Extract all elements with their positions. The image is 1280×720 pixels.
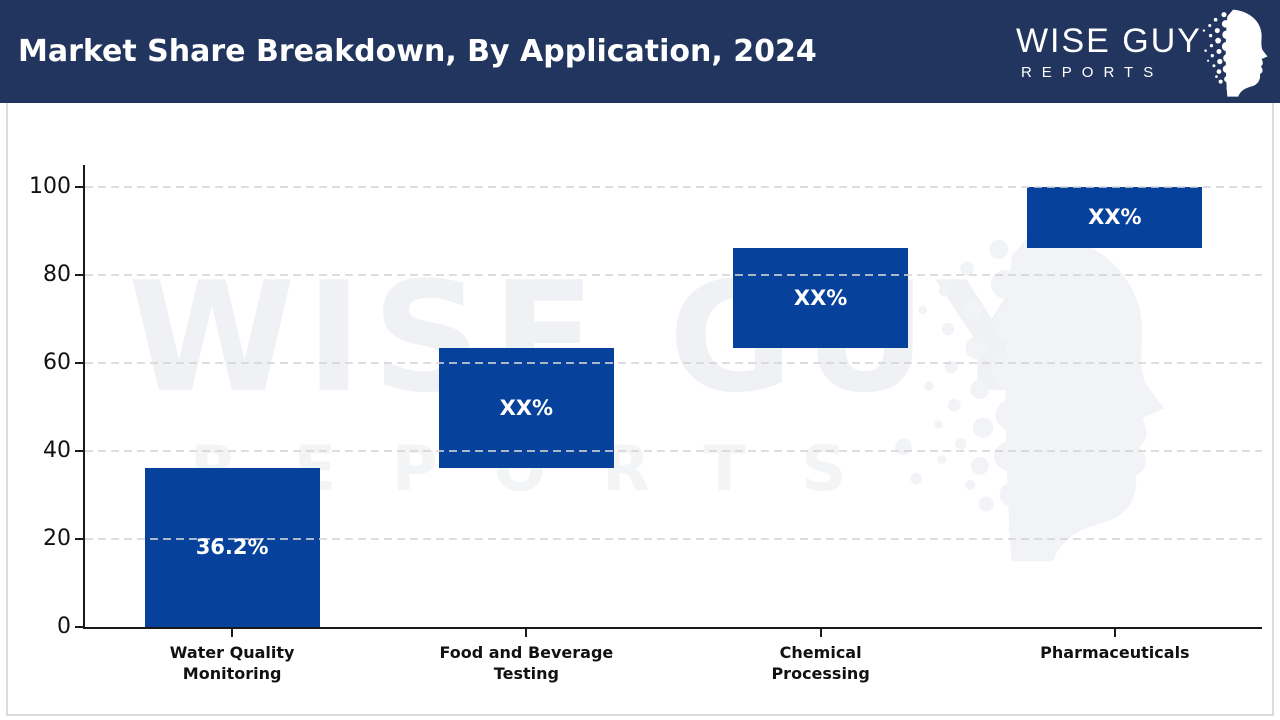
- bar-value-label: XX%: [499, 395, 554, 420]
- page-title: Market Share Breakdown, By Application, …: [18, 34, 817, 69]
- bar-segment: [438, 347, 614, 468]
- y-tick-20: [75, 538, 83, 540]
- y-tick-label-20: 20: [43, 526, 71, 551]
- x-category-label-line: Food and Beverage: [439, 643, 614, 662]
- y-tick-60: [75, 362, 83, 364]
- x-category-label-line: Pharmaceuticals: [1040, 643, 1190, 662]
- logo-wordmark: WISE GUY: [1015, 22, 1202, 60]
- bar-value-label: XX%: [793, 285, 848, 310]
- x-category-label: Food and Beverage Testing: [386, 642, 666, 684]
- x-category-label: Chemical Processing: [681, 642, 961, 684]
- bar-value-label: 36.2%: [195, 535, 269, 560]
- logo-face-icon: [1202, 9, 1268, 97]
- gridline-100: [85, 186, 1262, 188]
- y-tick-label-0: 0: [57, 614, 71, 639]
- y-tick-label-60: 60: [43, 350, 71, 375]
- x-category-label: Pharmaceuticals: [975, 642, 1255, 663]
- x-tick: [525, 629, 528, 637]
- bar-segment: [144, 467, 320, 627]
- x-category-label-line: Water Quality: [169, 643, 295, 662]
- plot-area: 0 20 40 60 80 100 36.2% Water Quality Monitoring…: [29, 165, 1262, 683]
- y-tick-label-100: 100: [29, 174, 71, 199]
- bar-value-label: XX%: [1088, 205, 1142, 230]
- bar-segment: [733, 247, 909, 348]
- x-axis-line: [83, 627, 1262, 629]
- y-tick-100: [75, 186, 83, 188]
- bar-segment: [1027, 187, 1203, 248]
- x-category-label-line: Processing: [771, 664, 870, 683]
- x-tick: [1113, 629, 1116, 637]
- y-tick-label-80: 80: [43, 262, 71, 287]
- y-tick-80: [75, 274, 83, 276]
- gridline-60: [85, 362, 1262, 364]
- logo-subtext: REPORTS: [1020, 64, 1164, 81]
- y-tick-label-40: 40: [43, 438, 71, 463]
- y-tick-40: [75, 450, 83, 452]
- brand-logo: WISE GUY REPORTS: [1012, 6, 1272, 100]
- gridline-40: [85, 450, 1262, 452]
- gridline-80: [85, 274, 1262, 276]
- logo-wordmark-block: WISE GUY REPORTS: [1016, 22, 1202, 81]
- x-category-label-line: Chemical: [779, 643, 862, 662]
- gridline-20: [85, 538, 1262, 540]
- x-tick: [819, 629, 822, 637]
- y-tick-0: [75, 626, 83, 628]
- x-category-label: Water Quality Monitoring: [92, 642, 372, 684]
- watermark-face-icon: [895, 230, 1165, 562]
- header: Market Share Breakdown, By Application, …: [0, 0, 1280, 103]
- y-axis-line: [83, 165, 85, 629]
- x-category-label-line: Testing: [493, 664, 559, 683]
- x-tick: [231, 629, 234, 637]
- x-category-label-line: Monitoring: [182, 664, 282, 683]
